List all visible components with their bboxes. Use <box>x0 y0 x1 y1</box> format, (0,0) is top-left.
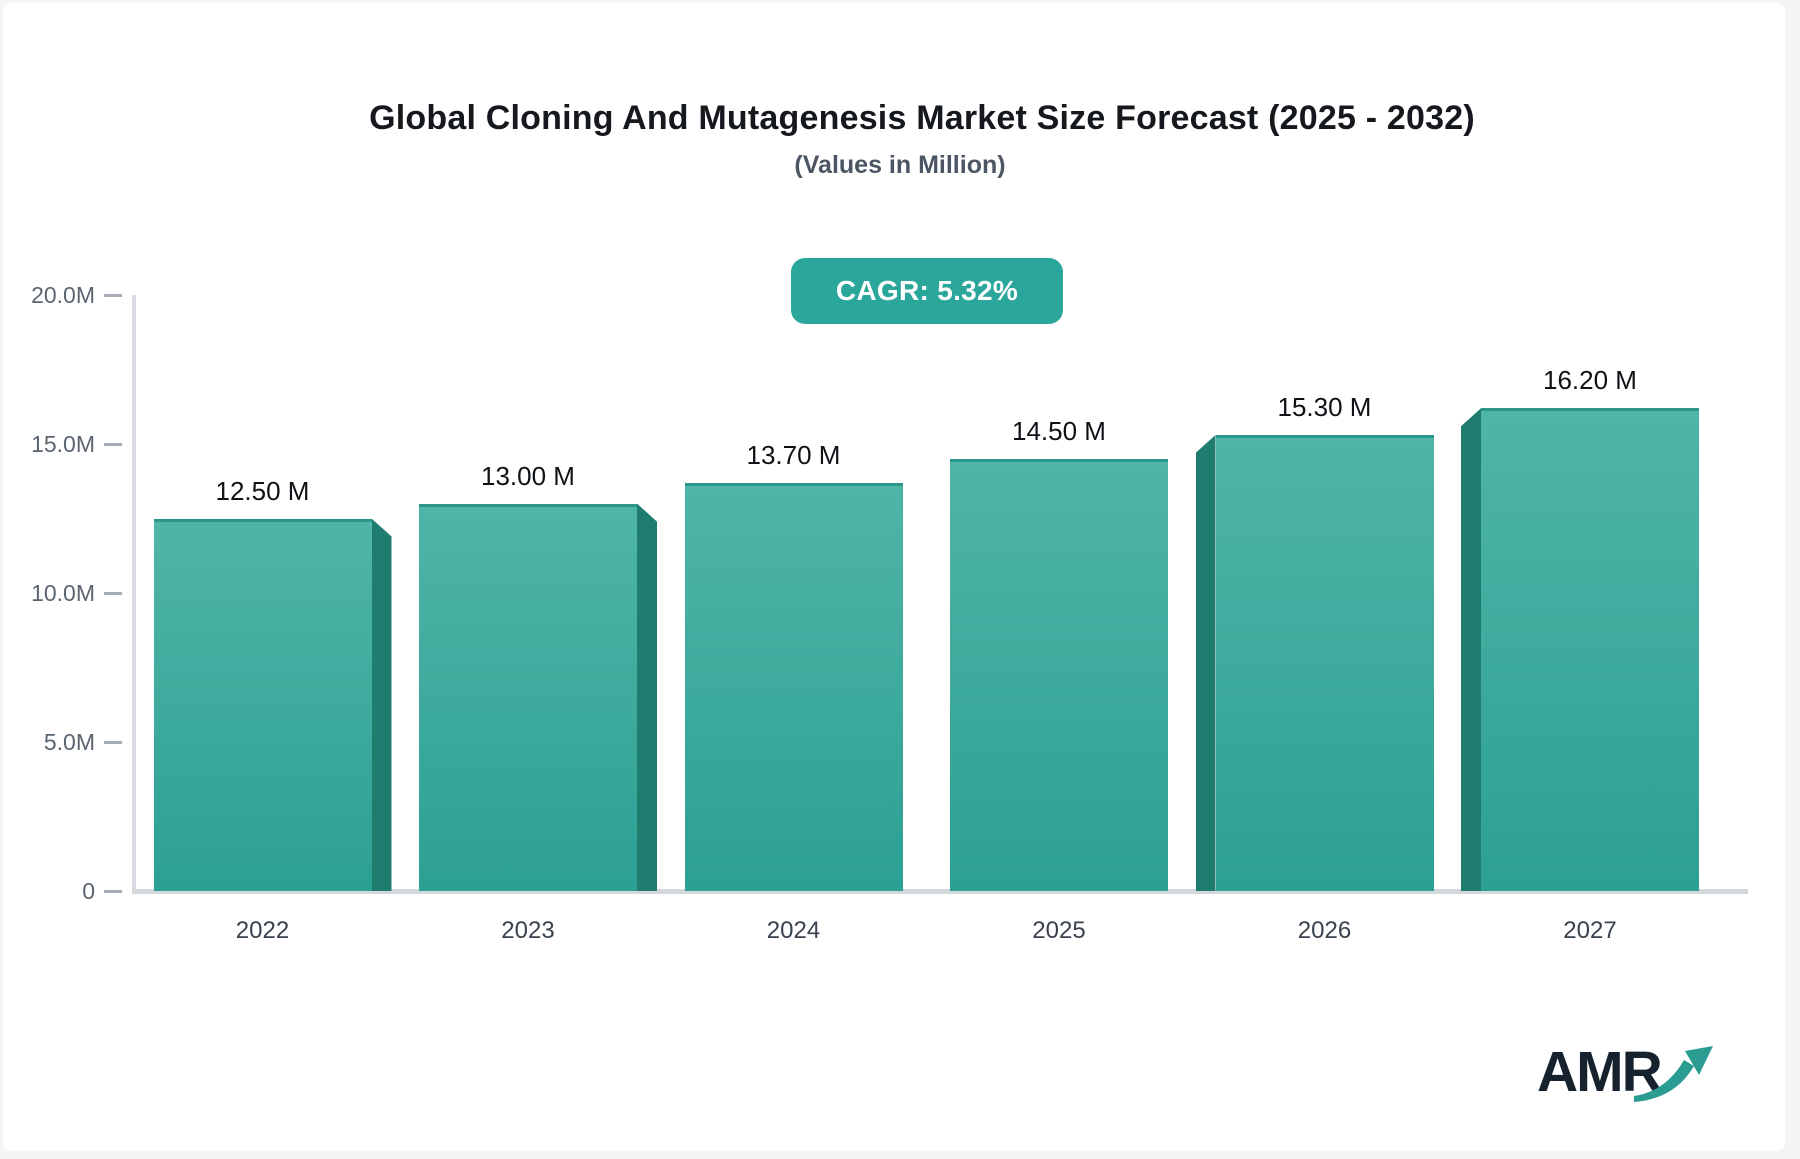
bar-value-label: 13.00 M <box>481 460 575 491</box>
bar-3d-side <box>637 503 657 891</box>
y-axis-tick-mark <box>104 741 122 744</box>
x-axis-label-2025: 2025 <box>1032 917 1086 944</box>
bar-2022 <box>153 518 372 891</box>
y-axis-tick-label: 10.0M <box>31 580 95 606</box>
bar-value-label: 16.20 M <box>1543 365 1637 396</box>
chart-card: Global Cloning And Mutagenesis Market Si… <box>3 3 1785 1151</box>
y-axis-tick-mark <box>104 592 122 595</box>
y-axis-tick-mark <box>104 443 122 446</box>
bar-value-label: 12.50 M <box>215 475 310 506</box>
x-axis-line <box>132 889 1748 894</box>
cagr-badge: CAGR: 5.32% <box>791 258 1063 324</box>
bar-3d-side <box>1461 408 1481 891</box>
amr-logo-text: AMR <box>1537 1040 1663 1104</box>
bar-3d-side <box>1195 435 1216 891</box>
y-axis-tick-mark <box>104 890 122 893</box>
bar-2026 <box>1215 435 1434 891</box>
x-axis-label-2022: 2022 <box>235 917 290 944</box>
x-axis-label-2024: 2024 <box>766 917 821 944</box>
bar-2023 <box>419 503 637 891</box>
y-axis-tick-label: 15.0M <box>31 431 95 457</box>
bar-2025 <box>950 458 1168 891</box>
plot-area: 20.0M 15.0M 10.0M 5.0M 0 12.50 M 2022 13.00 M 20… <box>3 3 1800 1159</box>
bar-value-label: 13.70 M <box>746 439 841 470</box>
chart-title: Global Cloning And Mutagenesis Market Si… <box>369 99 1475 137</box>
trend-arrow-icon <box>1634 1046 1713 1102</box>
bar-2027 <box>1481 408 1699 891</box>
amr-logo: AMR <box>1537 1039 1737 1119</box>
bar-3d-side <box>371 518 392 891</box>
bar-value-label: 14.50 M <box>1012 415 1106 446</box>
y-axis-tick-mark <box>104 294 122 297</box>
x-axis-label-2023: 2023 <box>501 917 555 944</box>
x-axis-label-2026: 2026 <box>1297 917 1352 944</box>
x-axis-label-2027: 2027 <box>1563 917 1617 944</box>
y-axis-line <box>132 295 136 894</box>
bar-2024 <box>684 482 903 891</box>
y-axis-tick-label: 5.0M <box>43 729 95 755</box>
y-axis-tick-label: 20.0M <box>31 282 95 308</box>
bar-value-label: 15.30 M <box>1277 392 1372 423</box>
y-axis-tick-label: 0 <box>82 878 95 904</box>
chart-subtitle: (Values in Million) <box>794 151 1006 179</box>
